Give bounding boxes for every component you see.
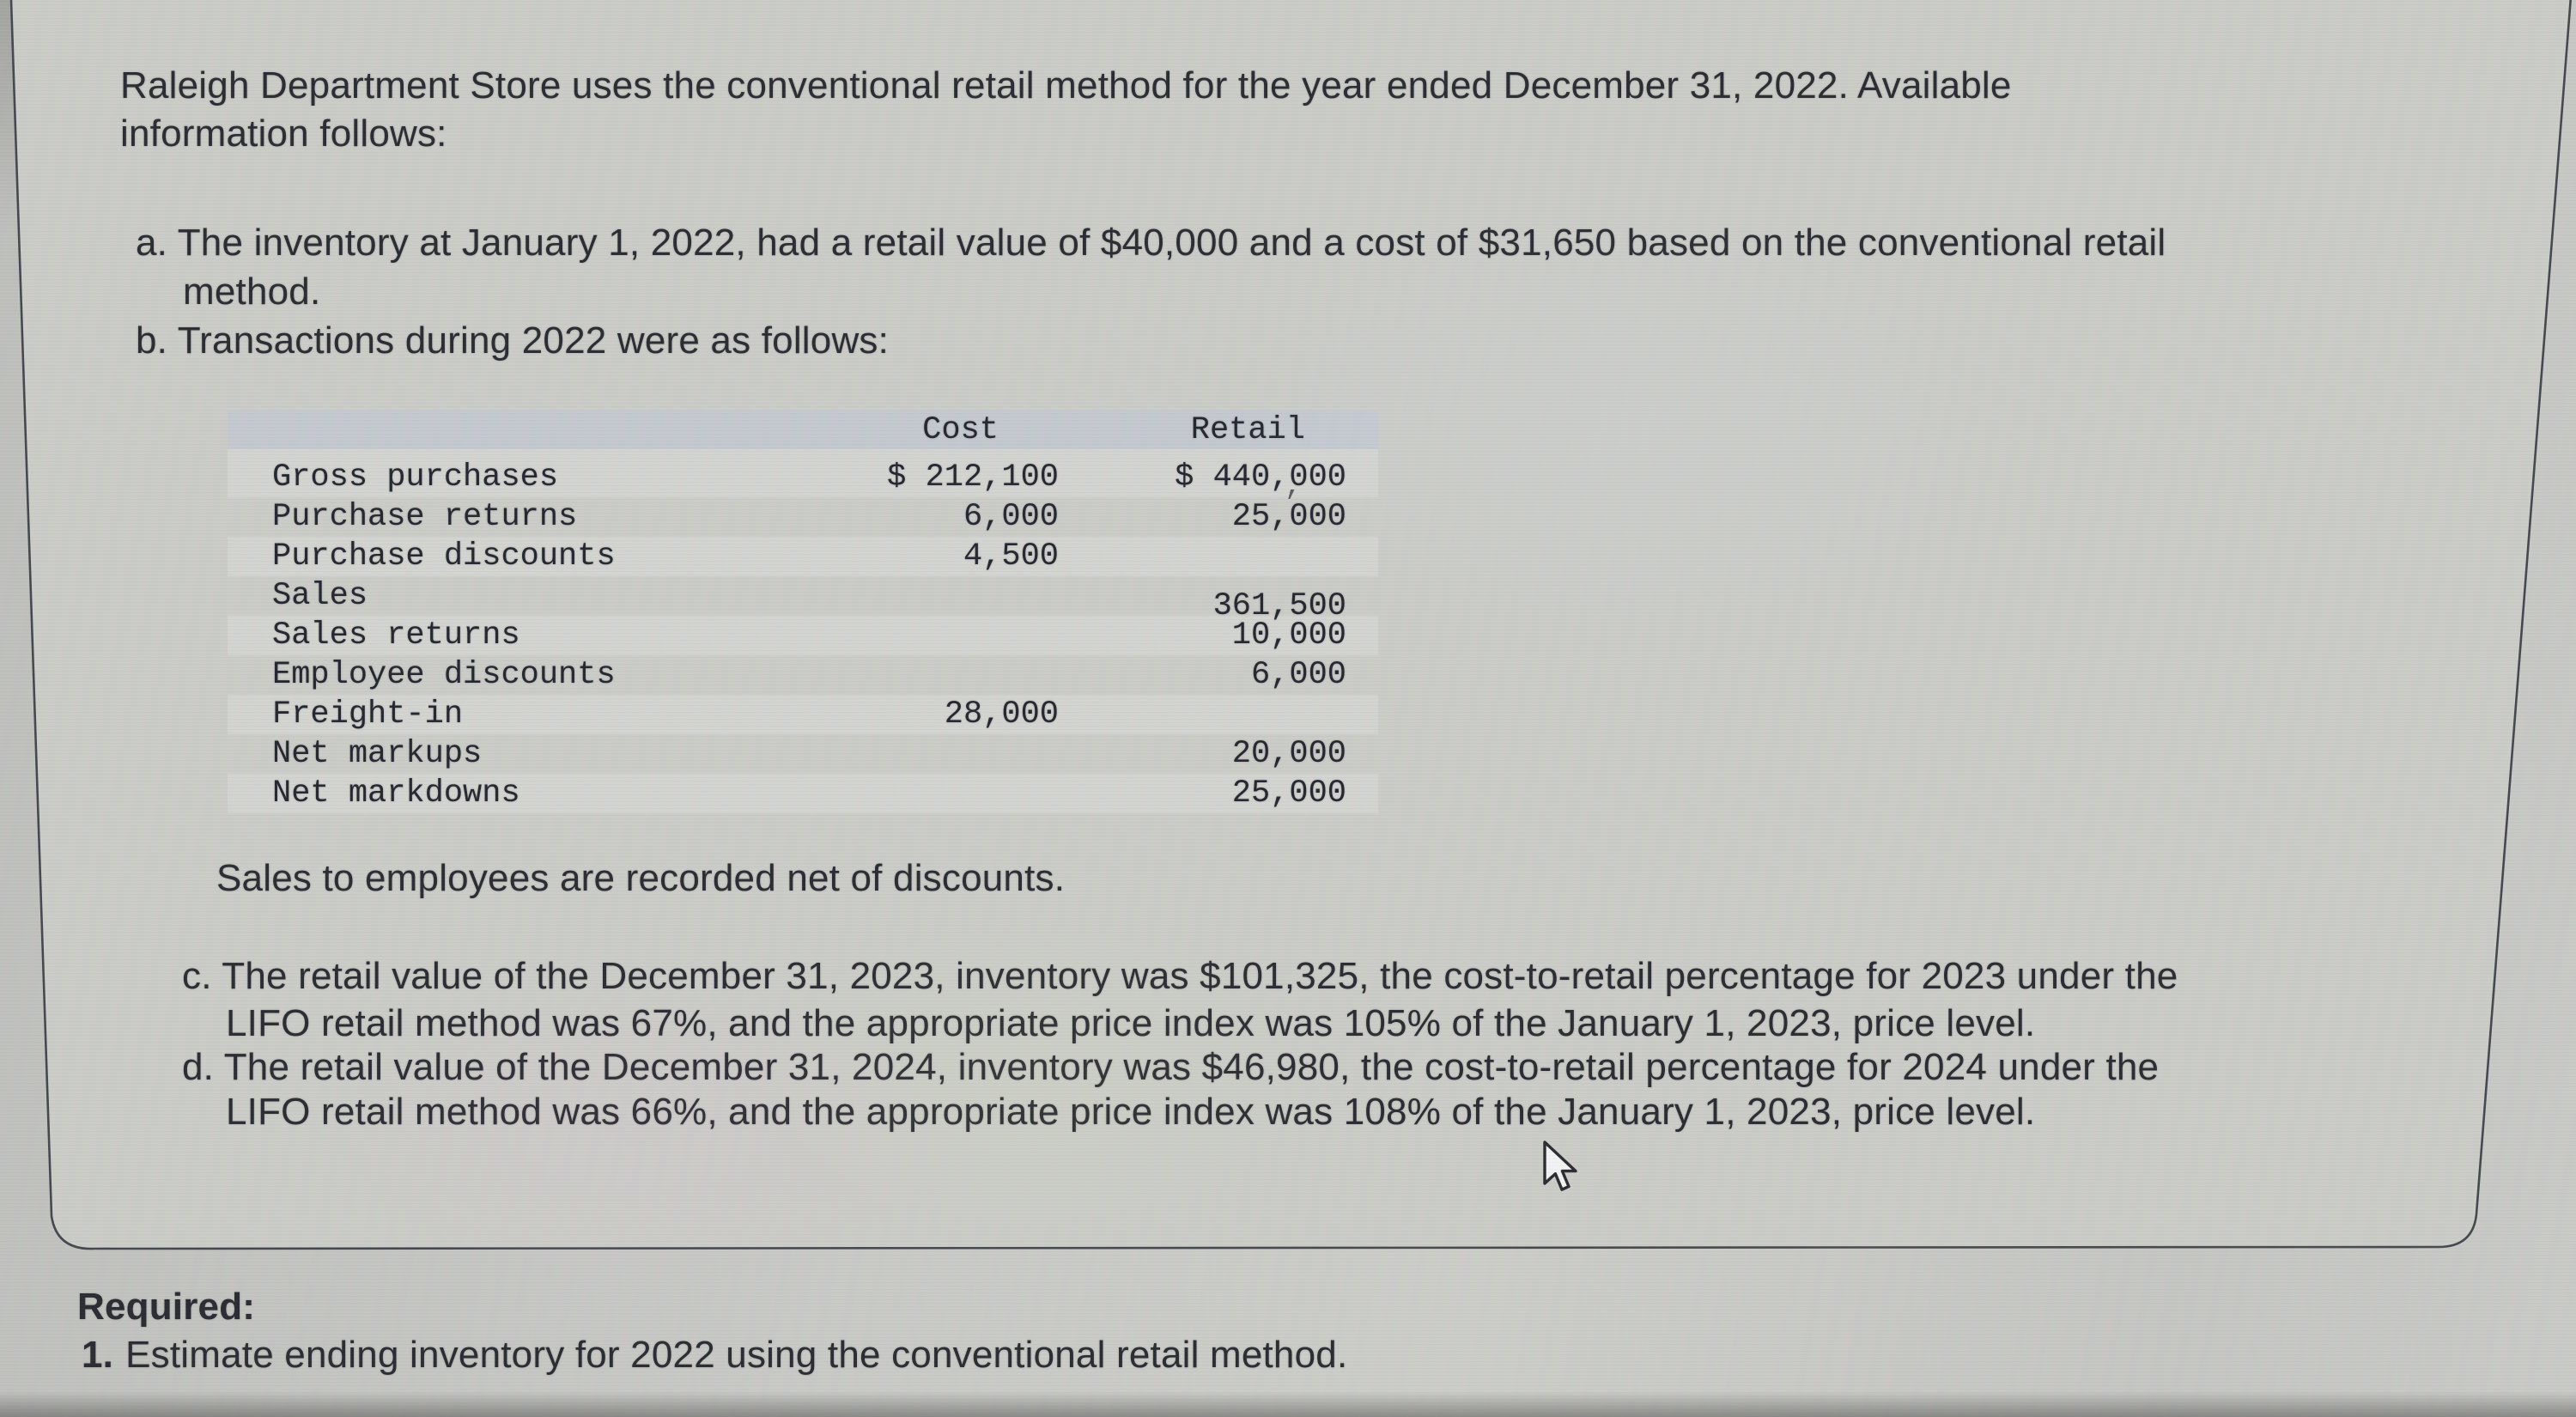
cell-label: Net markdowns [272,775,520,812]
required-item-1: 1. Estimate ending inventory for 2022 us… [82,1331,1347,1379]
cell-filler [1346,695,1378,734]
cell-label: Gross purchases [272,459,559,496]
column-header-blank [228,411,708,449]
table-header-row: Cost Retail [228,411,1378,449]
item-c-line-1: c. The retail value of the December 31, … [182,955,2178,997]
cell-retail: 25,000 [1231,499,1346,535]
table-row: Purchase returns 6,000 25,000 [228,497,1378,537]
cell-label: Sales returns [272,617,520,654]
cell-filler [1346,774,1378,813]
cell-retail: 6,000 [1250,657,1346,693]
cell-retail: $ 440,000 [1175,459,1346,496]
table-row: Employee discounts 6,000 [228,655,1378,695]
table-row: Freight-in 28,000 [228,695,1378,734]
cell-label: Sales [272,578,368,614]
item-a-line-2: method. [183,271,321,313]
cell-cost [708,655,1059,695]
cell-retail [1059,695,1346,734]
cell-cost: $ 212,100 [887,459,1059,496]
employee-discount-note: Sales to employees are recorded net of d… [216,857,1066,899]
item-d-line-2: LIFO retail method was 66%, and the appr… [226,1091,2036,1133]
cell-retail: 20,000 [1231,736,1346,772]
mouse-cursor [1540,1140,1581,1201]
question-card-border [9,0,2572,1250]
item-b-line: b. Transactions during 2022 were as foll… [136,319,890,362]
cell-label: Net markups [272,736,483,772]
stray-comma-mark: , [1285,471,1303,503]
intro-line-1: Raleigh Department Store uses the conven… [120,64,2012,106]
cell-cost: 6,000 [963,499,1059,535]
table-row: Net markdowns 25,000 [228,774,1378,813]
cell-label: Employee discounts [272,657,616,693]
cell-retail [1059,537,1346,576]
table-row: Sales returns 10,000 [228,616,1378,655]
cell-label: Purchase discounts [272,538,616,575]
transactions-table-body: Gross purchases $ 212,100 $ 440,000 Purchas… [228,449,1378,813]
item-c-line-2: LIFO retail method was 67%, and the appr… [226,1002,2036,1044]
table-row: Purchase discounts 4,500 [228,537,1378,576]
cell-filler [1346,537,1378,576]
table-row: Sales 361,500 [228,576,1378,624]
required-item-text: Estimate ending inventory for 2022 using… [125,1334,1348,1376]
cell-cost [708,774,1059,813]
column-header-cost: Cost [708,411,1059,449]
cell-cost [708,576,1059,616]
item-a-line-1: a. The inventory at January 1, 2022, had… [136,222,2166,264]
cell-filler [1346,734,1378,774]
cell-cost [708,734,1059,774]
cell-filler [1346,497,1378,537]
column-header-retail: Retail [1059,411,1346,449]
cell-filler [1346,616,1378,655]
cell-retail: 25,000 [1231,775,1346,812]
cell-label: Freight-in [272,696,464,733]
cell-filler [1346,449,1378,497]
item-d-line-1: d. The retail value of the December 31, … [182,1046,2160,1088]
cell-cost [708,616,1059,655]
table-row: Gross purchases $ 212,100 $ 440,000 [228,449,1378,497]
intro-line-2: information follows: [120,113,447,155]
required-heading: Required: [77,1286,256,1328]
column-header-filler [1346,411,1378,449]
cell-filler [1346,655,1378,695]
cell-label: Purchase returns [272,499,578,535]
cell-cost: 4,500 [963,538,1059,575]
required-item-number: 1. [82,1334,114,1376]
cell-retail: 361,500 [1212,588,1346,624]
cell-retail: 10,000 [1231,617,1346,654]
cell-cost: 28,000 [944,696,1059,733]
cell-filler [1346,576,1378,616]
transactions-table: Cost Retail Gross purchases $ 212,100 $ 44… [228,411,1378,813]
table-row: Net markups 20,000 [228,734,1378,774]
